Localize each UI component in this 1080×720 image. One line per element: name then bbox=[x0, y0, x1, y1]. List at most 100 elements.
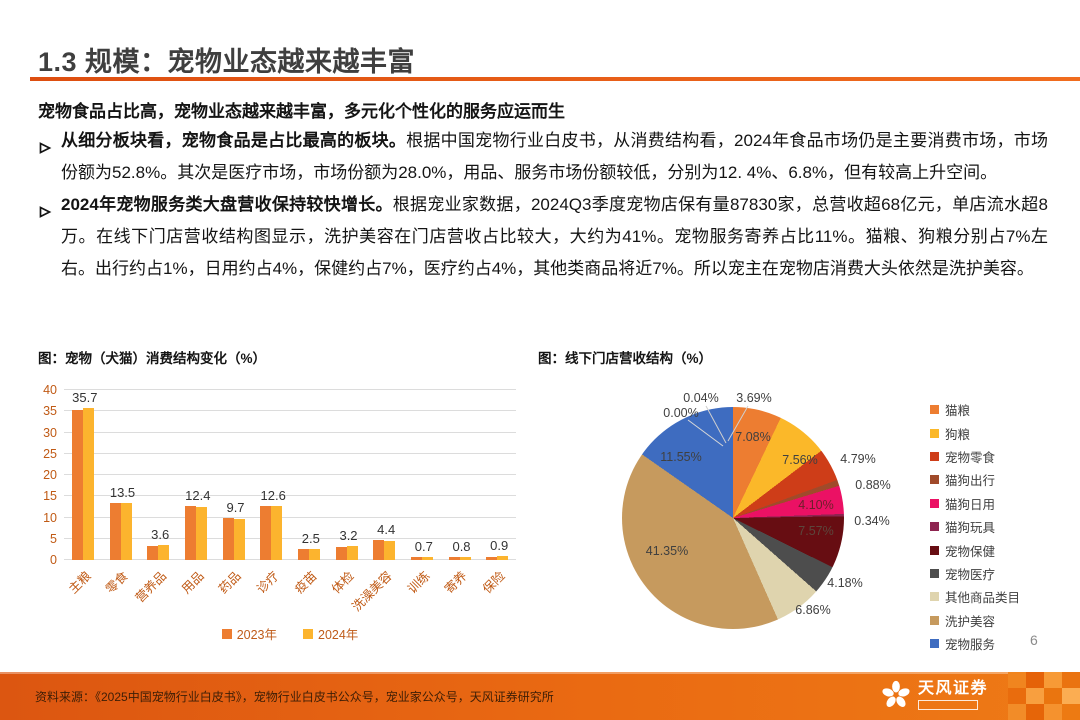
bar-2024 bbox=[82, 408, 94, 560]
pie-slice-label: 0.88% bbox=[855, 478, 891, 492]
page-number: 6 bbox=[1030, 632, 1038, 648]
bar-2024 bbox=[384, 541, 396, 560]
legend-swatch bbox=[930, 428, 939, 438]
pie-legend-item: 猫狗玩具 bbox=[930, 515, 1020, 538]
x-category-label: 洗澡美容 bbox=[349, 568, 395, 615]
bar-2023 bbox=[260, 505, 272, 560]
bar-2023 bbox=[335, 546, 347, 560]
y-axis-tick: 35 bbox=[43, 404, 57, 419]
x-category-label: 诊疗 bbox=[254, 568, 282, 597]
bullet-item: 从细分板块看，宠物食品是占比最高的板块。根据中国宠物行业白皮书，从消费结构看，2… bbox=[38, 125, 1048, 189]
y-axis-tick: 10 bbox=[43, 510, 57, 525]
x-category-label: 疫苗 bbox=[291, 568, 320, 597]
legend-label: 2024年 bbox=[318, 628, 359, 642]
pie bbox=[622, 407, 844, 629]
pie-legend-item: 宠物保健 bbox=[930, 538, 1020, 561]
gridline bbox=[64, 495, 516, 497]
legend-label: 宠物服务 bbox=[945, 638, 996, 653]
pie-legend-item: 宠物零食 bbox=[930, 445, 1020, 468]
bullet-arrow-icon bbox=[38, 198, 52, 218]
legend-swatch bbox=[930, 592, 939, 602]
pie-chart: 猫粮 狗粮 宠物零食 猫狗出行 猫狗日用 猫狗玩具 宠物保健 宠物医疗 其他商品类目 洗护美容 宠物… bbox=[530, 340, 1080, 675]
bar-chart: 0 5 10 15 20 25 30 35 40 35.7 主粮 13.5 零食 3.6 营养品 12.4 用品… bbox=[43, 383, 516, 614]
bar-value-label: 4.4 bbox=[377, 522, 396, 538]
bullet-body-text: 根据中国宠物行业白皮书，从消费结构看，2024年食品市场仍是主要消费市场，市场份… bbox=[61, 131, 1048, 182]
bar-value-label: 9.7 bbox=[226, 500, 245, 516]
mosaic-tile bbox=[1008, 672, 1026, 688]
bar-2024 bbox=[459, 556, 471, 560]
mosaic-tile bbox=[1044, 704, 1062, 720]
pie-legend-item: 宠物服务 bbox=[930, 632, 1020, 655]
gridline bbox=[64, 452, 516, 454]
x-category-label: 寄养 bbox=[442, 568, 471, 597]
x-category-label: 药品 bbox=[216, 568, 245, 597]
bar-2023 bbox=[71, 410, 83, 560]
legend-swatch bbox=[930, 545, 939, 555]
bar-value-label: 2.5 bbox=[301, 530, 320, 546]
mosaic-tile bbox=[1062, 672, 1080, 688]
pie-legend-item: 其他商品类目 bbox=[930, 585, 1020, 608]
bar-2023 bbox=[222, 518, 234, 560]
gridline bbox=[64, 559, 516, 560]
title-underline bbox=[30, 77, 1080, 81]
legend-label: 2023年 bbox=[236, 628, 277, 642]
x-category-label: 用品 bbox=[178, 568, 207, 597]
pie-slice-label: 6.86% bbox=[795, 603, 831, 617]
bar-chart-legend: 2023年 2024年 bbox=[64, 624, 516, 643]
legend-label: 猫狗出行 bbox=[945, 474, 996, 489]
legend-swatch bbox=[930, 615, 939, 625]
y-axis-tick: 20 bbox=[43, 468, 57, 482]
bar-2024 bbox=[346, 546, 358, 560]
source-text: 资料来源：《2025中国宠物行业白皮书》，宠物行业白皮书公众号，宠业家公众号，天… bbox=[35, 690, 554, 704]
mosaic-tile bbox=[1008, 704, 1026, 720]
bar-value-label: 12.4 bbox=[185, 488, 211, 504]
legend-swatch bbox=[930, 639, 939, 649]
bar-2024 bbox=[120, 502, 132, 560]
legend-label: 洗护美容 bbox=[945, 614, 996, 629]
mosaic-tile bbox=[1062, 704, 1080, 720]
x-category-label: 体检 bbox=[329, 568, 358, 597]
bar-value-label: 0.8 bbox=[452, 538, 471, 554]
bar-2024 bbox=[195, 507, 207, 560]
bullet-arrow-icon bbox=[38, 134, 52, 154]
bar-2024 bbox=[233, 518, 245, 560]
mosaic-tile bbox=[1026, 704, 1044, 720]
pie-legend-item: 猫狗日用 bbox=[930, 492, 1020, 515]
legend-label: 宠物医疗 bbox=[945, 567, 996, 582]
bar-2023 bbox=[184, 506, 196, 560]
flower-icon bbox=[882, 680, 910, 707]
bar-value-label: 13.5 bbox=[109, 484, 136, 500]
y-axis-tick: 15 bbox=[43, 489, 57, 504]
legend-swatch bbox=[303, 628, 313, 639]
legend-swatch bbox=[221, 628, 232, 639]
pie-legend: 猫粮 狗粮 宠物零食 猫狗出行 猫狗日用 猫狗玩具 宠物保健 宠物医疗 其他商品类目 洗护美容 宠物… bbox=[930, 398, 1020, 655]
bar-2024 bbox=[271, 506, 283, 560]
brand-name: 天风证券 bbox=[917, 680, 988, 697]
legend-swatch bbox=[930, 405, 939, 415]
bar-2023 bbox=[297, 548, 309, 560]
pie-legend-item: 狗粮 bbox=[930, 421, 1020, 444]
bar-value-label: 0.9 bbox=[490, 538, 509, 554]
gridline bbox=[64, 431, 516, 433]
legend-swatch bbox=[930, 498, 939, 508]
bar-2024 bbox=[497, 556, 509, 560]
bar-value-label: 0.7 bbox=[414, 539, 433, 555]
bar-2023 bbox=[448, 556, 460, 560]
pie-legend-item: 猫狗出行 bbox=[930, 468, 1020, 491]
legend-label: 宠物零食 bbox=[945, 450, 996, 465]
pie-slice-label: 7.08% bbox=[735, 430, 771, 444]
pie-chart-title: 图：线下门店营收结构（%） bbox=[538, 351, 713, 366]
mosaic-tile bbox=[1026, 688, 1044, 704]
gridline bbox=[64, 410, 516, 412]
footer-bar: 资料来源：《2025中国宠物行业白皮书》，宠物行业白皮书公众号，宠业家公众号，天… bbox=[0, 672, 1080, 720]
legend-label: 猫狗日用 bbox=[945, 497, 996, 512]
x-category-label: 训练 bbox=[404, 568, 433, 597]
mosaic-tile bbox=[1008, 688, 1026, 704]
bar-2023 bbox=[373, 540, 385, 560]
y-axis-tick: 5 bbox=[50, 531, 57, 546]
gridline bbox=[64, 537, 516, 539]
bar-value-label: 35.7 bbox=[72, 390, 98, 406]
pie-slice-label: 4.18% bbox=[827, 576, 863, 590]
pie-slice-label: 0.04% bbox=[683, 391, 719, 405]
